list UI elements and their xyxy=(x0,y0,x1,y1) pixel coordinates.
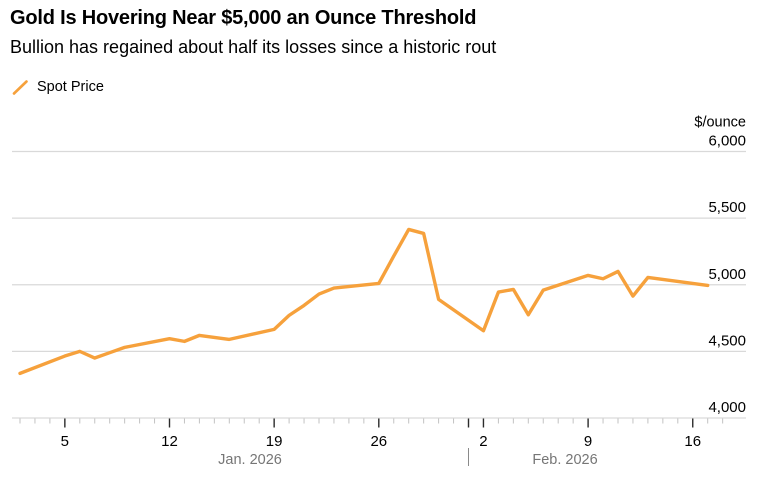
legend-label-spot-price: Spot Price xyxy=(37,79,104,95)
y-tick-label-6000: 6,000 xyxy=(708,133,746,150)
month-label-2: Feb. 2026 xyxy=(532,452,597,468)
x-tick-label-9: 9 xyxy=(584,433,592,450)
x-tick-label-26: 26 xyxy=(370,433,387,450)
y-tick-label-5000: 5,000 xyxy=(708,266,746,283)
y-tick-label-5500: 5,500 xyxy=(708,199,746,216)
month-label-1: Jan. 2026 xyxy=(218,452,282,468)
x-tick-label-19: 19 xyxy=(266,433,283,450)
x-tick-label-16: 16 xyxy=(684,433,701,450)
y-tick-label-4000: 4,000 xyxy=(708,399,746,416)
spot-price-line xyxy=(18,227,710,376)
y-axis-unit-label: $/ounce xyxy=(694,115,746,131)
x-tick-label-5: 5 xyxy=(61,433,69,450)
y-tick-label-4500: 4,500 xyxy=(708,332,746,349)
legend: Spot Price xyxy=(12,79,104,95)
slash-icon xyxy=(12,79,28,95)
chart-title: Gold Is Hovering Near $5,000 an Ounce Th… xyxy=(10,7,477,29)
x-tick-label-12: 12 xyxy=(161,433,178,450)
x-tick-label-2: 2 xyxy=(479,433,487,450)
chart-subtitle: Bullion has regained about half its loss… xyxy=(10,37,497,57)
